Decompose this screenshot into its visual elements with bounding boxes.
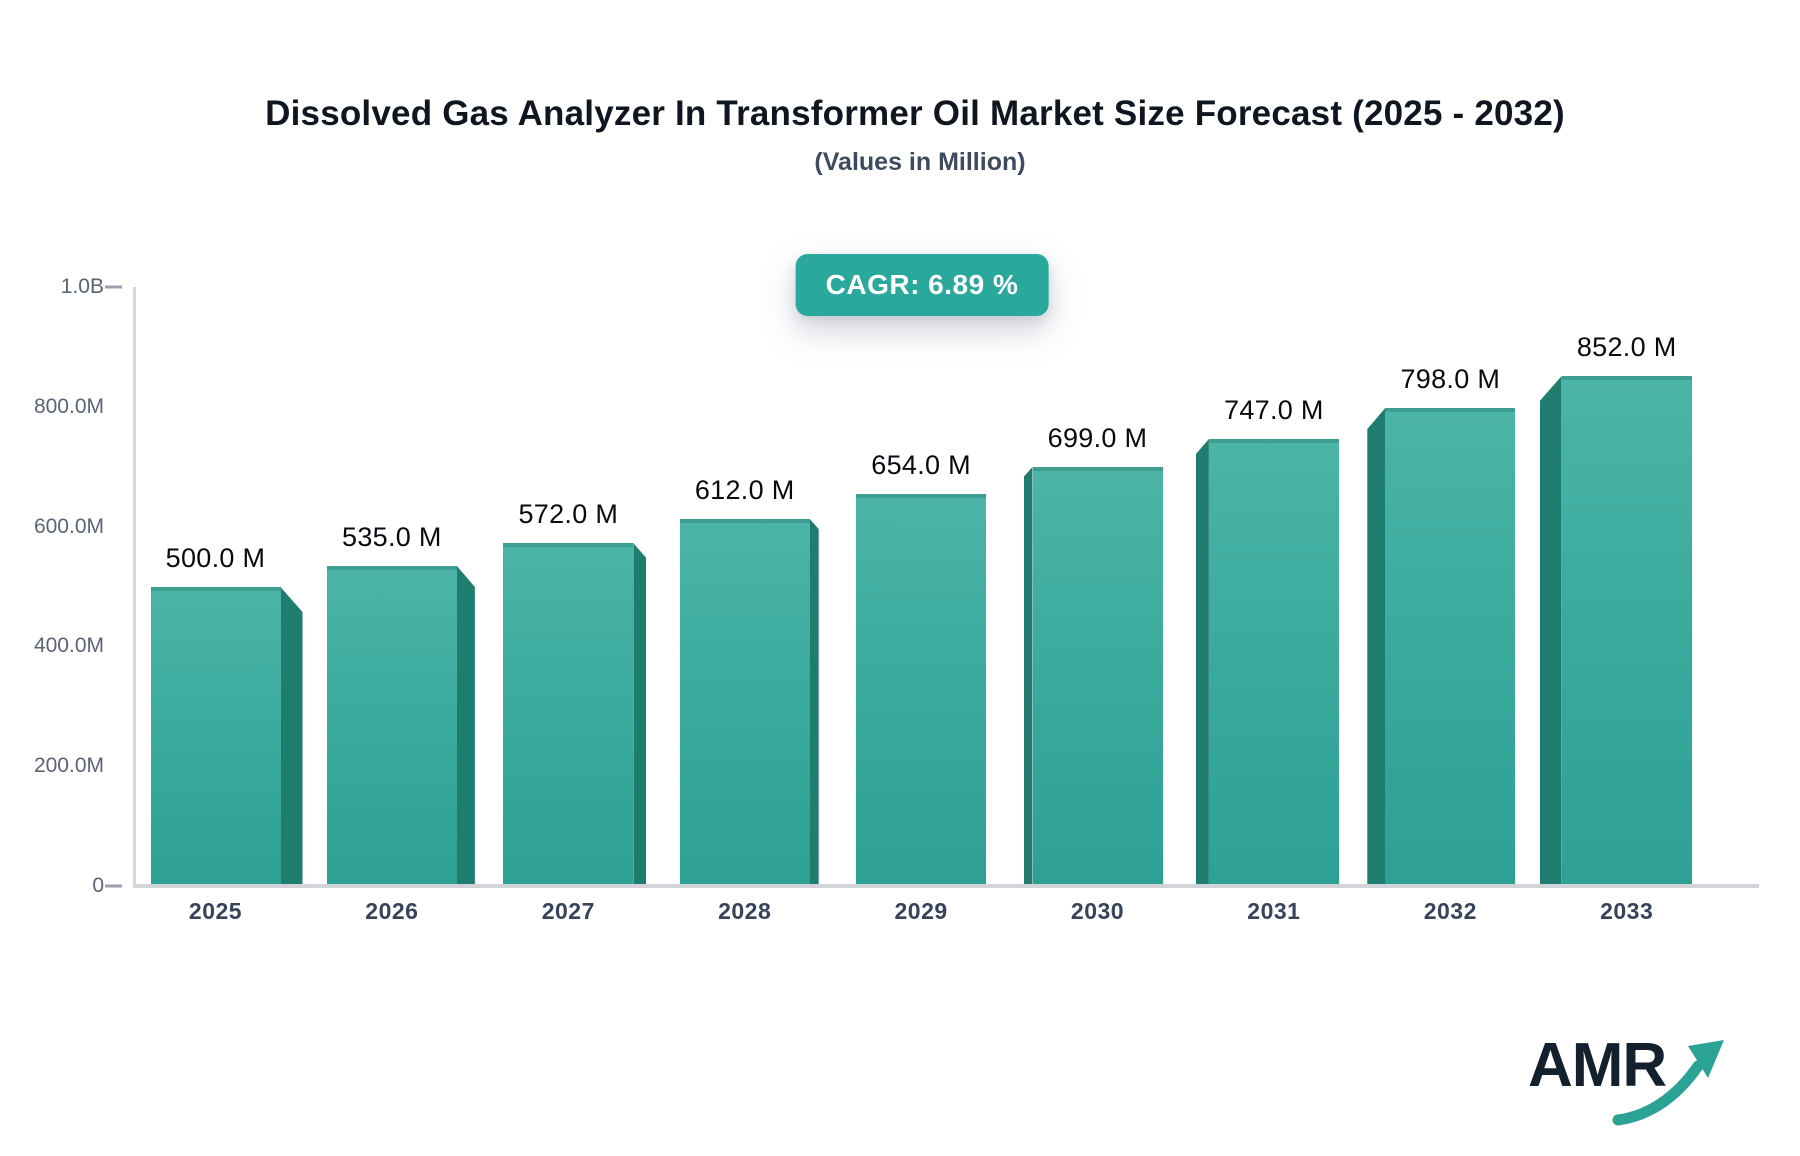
x-axis-label-2029: 2029 xyxy=(894,898,948,924)
bar-2030-side-face xyxy=(1023,467,1033,886)
bar-2026[interactable] xyxy=(326,566,457,886)
bar-2033-side-face xyxy=(1539,376,1562,886)
bar-2028[interactable] xyxy=(679,519,810,886)
x-axis-label-2033: 2033 xyxy=(1600,898,1654,924)
amr-logo: AMR xyxy=(1528,1022,1724,1126)
x-axis-label-2027: 2027 xyxy=(541,898,595,924)
bar-2030[interactable] xyxy=(1032,467,1163,886)
bar-value-label: 699.0 M xyxy=(1047,423,1148,453)
bar-2026-side-face xyxy=(456,566,475,886)
x-axis-label-2025: 2025 xyxy=(188,898,243,924)
bar-value-label: 852.0 M xyxy=(1576,332,1677,362)
y-axis-tick-mark xyxy=(105,285,122,289)
bar-2027-side-face xyxy=(633,543,647,886)
bar-value-label: 654.0 M xyxy=(871,450,971,480)
bar-value-label: 747.0 M xyxy=(1224,395,1324,425)
y-axis-tick-label: 200.0M xyxy=(33,754,104,777)
y-axis-line xyxy=(133,287,136,888)
x-axis-label-2030: 2030 xyxy=(1070,898,1125,924)
growth-arrow-icon xyxy=(1612,1040,1724,1126)
bar-value-label: 572.0 M xyxy=(518,499,619,529)
x-axis-label-2028: 2028 xyxy=(718,898,772,924)
y-axis-tick-label: 600.0M xyxy=(33,515,104,538)
bar-value-label: 535.0 M xyxy=(342,522,442,552)
bar-2032-side-face xyxy=(1367,408,1386,886)
cagr-badge: CAGR: 6.89 % xyxy=(795,254,1049,316)
bar-2032[interactable] xyxy=(1385,408,1516,886)
bar-2031-side-face xyxy=(1195,439,1209,886)
x-axis-label-2026: 2026 xyxy=(365,898,419,924)
chart-subtitle: (Values in Million) xyxy=(814,148,1026,176)
y-axis-tick-label: 0 xyxy=(92,874,104,897)
bar-2029[interactable] xyxy=(856,494,987,886)
bar-value-label: 612.0 M xyxy=(694,475,795,505)
chart-title: Dissolved Gas Analyzer In Transformer Oi… xyxy=(265,94,1565,133)
bar-value-label: 798.0 M xyxy=(1400,364,1501,394)
y-axis-tick-label: 800.0M xyxy=(33,395,104,418)
y-axis-tick-label: 1.0B xyxy=(60,275,104,298)
bar-2025-side-face xyxy=(280,587,303,886)
y-axis-tick-mark xyxy=(105,884,122,888)
bar-value-label: 500.0 M xyxy=(165,543,266,573)
y-axis-tick-label: 400.0M xyxy=(33,634,104,657)
x-axis-line xyxy=(133,884,1759,888)
bar-2031[interactable] xyxy=(1208,439,1339,886)
bar-2033[interactable] xyxy=(1561,376,1692,886)
x-axis-label-2032: 2032 xyxy=(1423,898,1477,924)
bar-2027[interactable] xyxy=(503,543,634,886)
amr-logo-text: AMR xyxy=(1528,1031,1667,1100)
bar-2025[interactable] xyxy=(150,587,281,886)
x-axis-label-2031: 2031 xyxy=(1247,898,1301,924)
bar-2028-side-face xyxy=(809,519,819,886)
